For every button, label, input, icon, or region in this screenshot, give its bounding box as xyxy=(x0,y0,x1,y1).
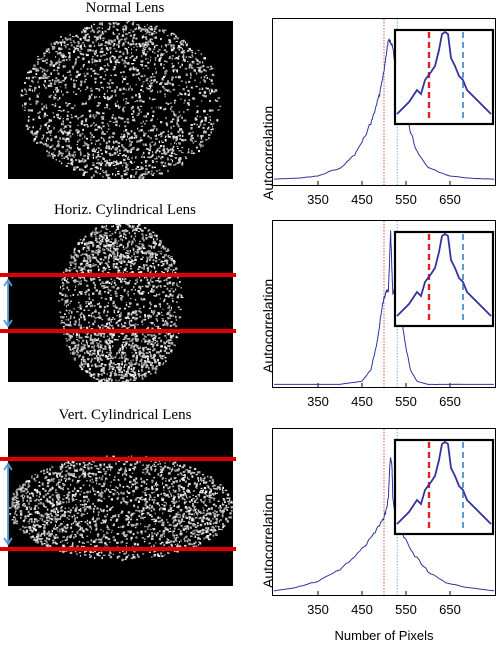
y-axis-label-1: Autocorrelation xyxy=(260,105,276,200)
autocorrelation-curve xyxy=(273,38,495,180)
panel-title-normal: Normal Lens xyxy=(85,0,165,16)
autocorrelation-curve xyxy=(273,457,495,592)
inset-frame xyxy=(393,438,495,536)
autocorrelation-plot-2: 350 450 550 650 xyxy=(272,220,496,409)
x-tick-label: 450 xyxy=(351,602,373,617)
speckle-dots xyxy=(58,224,184,382)
speckle-image-normal xyxy=(8,21,233,179)
speckle-dots xyxy=(8,455,233,562)
panel-title-horiz: Horiz. Cylindrical Lens xyxy=(53,202,197,218)
x-tick-label: 650 xyxy=(439,602,461,617)
speckle-image-horiz xyxy=(8,224,233,382)
inset-curve xyxy=(396,232,492,317)
inset-frame xyxy=(393,28,495,126)
inset-zoom xyxy=(393,438,495,536)
autocorrelation-plot-3: 350 450 550 650 xyxy=(272,428,496,617)
autocorrelation-curve xyxy=(274,230,494,386)
x-tick-label: 450 xyxy=(351,192,373,207)
inset-zoom xyxy=(393,28,495,126)
x-tick-label: 550 xyxy=(395,394,417,409)
panel-title-vert: Vert. Cylindrical Lens xyxy=(58,407,192,423)
x-tick-label: 350 xyxy=(307,602,329,617)
x-tick-label: 550 xyxy=(395,602,417,617)
x-tick-label: 450 xyxy=(351,394,373,409)
inset-curve xyxy=(396,440,492,525)
inset-zoom xyxy=(393,230,495,328)
x-tick-label: 350 xyxy=(307,192,329,207)
inset-frame xyxy=(393,230,495,328)
speckle-dots xyxy=(20,21,222,179)
x-tick-label: 650 xyxy=(439,192,461,207)
x-tick-label: 350 xyxy=(307,394,329,409)
y-axis-label-2: Autocorrelation xyxy=(260,278,276,373)
x-tick-label: 550 xyxy=(395,192,417,207)
speckle-image-vert xyxy=(8,428,233,586)
y-axis-label-3: Autocorrelation xyxy=(260,493,276,588)
inset-curve xyxy=(396,30,492,115)
x-tick-label: 650 xyxy=(439,394,461,409)
x-axis-label: Number of Pixels xyxy=(334,628,434,643)
autocorrelation-plot-1: 350 450 550 650 xyxy=(272,18,496,207)
